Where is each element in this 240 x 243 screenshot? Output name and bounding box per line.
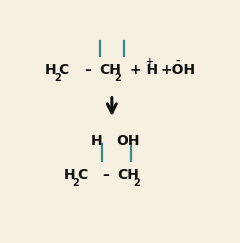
Text: –: – (84, 63, 91, 77)
Text: –: – (102, 167, 109, 182)
Text: + H: + H (131, 63, 159, 77)
Text: CH: CH (117, 168, 139, 182)
Text: 2: 2 (133, 178, 140, 188)
Text: 2: 2 (115, 73, 121, 83)
Text: H: H (63, 168, 75, 182)
Text: H: H (91, 134, 103, 148)
Text: H: H (45, 63, 56, 77)
Text: OH: OH (116, 134, 139, 148)
Text: +OH: +OH (160, 63, 195, 77)
Text: –: – (176, 57, 180, 66)
Text: 2: 2 (72, 178, 79, 188)
Text: C: C (58, 63, 69, 77)
Text: C: C (77, 168, 87, 182)
Text: 2: 2 (54, 73, 60, 83)
Text: CH: CH (99, 63, 121, 77)
Text: +: + (146, 57, 153, 66)
